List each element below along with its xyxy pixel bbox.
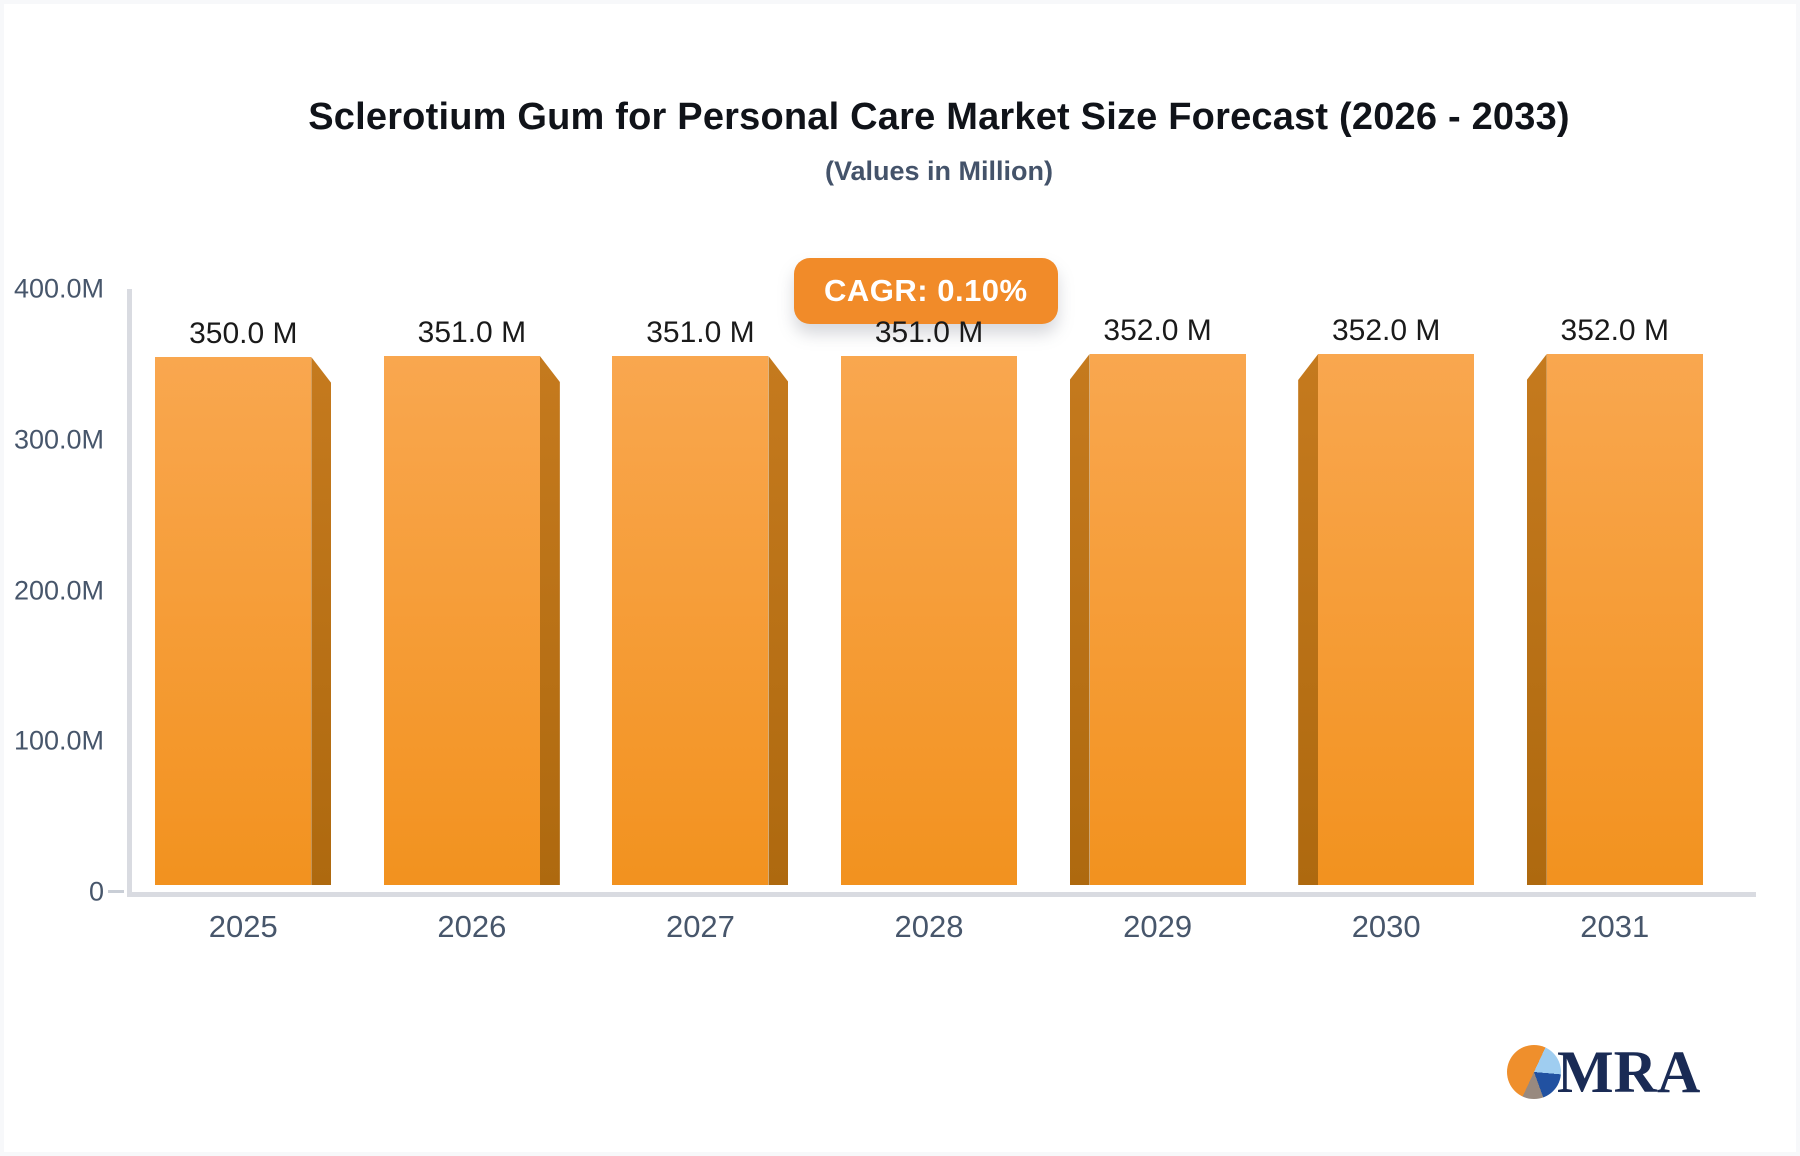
y-tick-label: 300.0M xyxy=(13,424,104,455)
x-tick-label: 2028 xyxy=(894,909,964,944)
chart-title: Sclerotium Gum for Personal Care Market … xyxy=(308,96,1570,138)
bar-slot: 351.0 M xyxy=(815,316,1044,885)
bar-front-face xyxy=(1318,354,1475,885)
bar-slot: 352.0 M xyxy=(1043,314,1272,885)
y-axis-labels: 400.0M 300.0M 200.0M 100.0M 0 xyxy=(4,274,104,907)
bar-2029 xyxy=(1069,354,1246,885)
bar-slot: 352.0 M xyxy=(1500,314,1729,885)
y-tick-label: 200.0M xyxy=(13,575,104,605)
bar-front-face xyxy=(612,356,769,885)
bar-front-face xyxy=(383,356,540,885)
bar-value-label: 351.0 M xyxy=(874,316,984,349)
bar-side-face xyxy=(1526,354,1547,885)
bar-side-face xyxy=(311,357,332,885)
mra-logo-text: MRA xyxy=(1557,1039,1701,1105)
y-tick-label: 0 xyxy=(88,876,104,907)
bar-2027 xyxy=(612,356,789,885)
mra-logo: MRA xyxy=(1507,1042,1700,1102)
bar-value-label: 352.0 M xyxy=(1331,314,1441,347)
bar-value-label: 351.0 M xyxy=(646,316,755,349)
bar-value-label: 351.0 M xyxy=(417,316,527,349)
bar-slot: 350.0 M xyxy=(129,317,358,885)
bar-2031 xyxy=(1526,354,1703,885)
bar-value-label: 352.0 M xyxy=(1560,314,1669,347)
bar-slot: 352.0 M xyxy=(1272,314,1501,885)
bar-2028 xyxy=(841,356,1018,885)
bar-slot: 351.0 M xyxy=(586,316,815,885)
x-tick-label: 2026 xyxy=(437,909,507,944)
bar-2025 xyxy=(155,357,332,885)
bar-side-face xyxy=(1069,354,1090,885)
x-tick-label: 2025 xyxy=(208,909,278,944)
bar-value-label: 352.0 M xyxy=(1103,314,1212,347)
x-axis-labels: 2025 2026 2027 2028 2029 2030 2031 xyxy=(129,909,1729,945)
bar-side-face xyxy=(768,356,789,885)
y-axis-line xyxy=(127,289,132,895)
zero-tick-mark xyxy=(108,890,124,893)
bar-front-face xyxy=(1546,354,1703,885)
x-tick-label: 2029 xyxy=(1123,909,1193,944)
bar-2026 xyxy=(383,356,560,885)
bars-row: 350.0 M 351.0 M 351.0 M 351.0 M 352.0 M 352.0… xyxy=(129,314,1729,885)
bar-value-label: 350.0 M xyxy=(189,317,298,350)
chart-header: Sclerotium Gum for Personal Care Market … xyxy=(124,96,1754,187)
bar-front-face xyxy=(155,357,312,885)
x-axis-line xyxy=(127,892,1756,897)
x-tick-label: 2031 xyxy=(1580,909,1650,944)
y-tick-label: 100.0M xyxy=(13,725,104,756)
bar-slot: 351.0 M xyxy=(358,316,587,885)
cagr-badge: CAGR: 0.10% xyxy=(794,258,1058,324)
bar-2030 xyxy=(1298,354,1475,885)
bar-front-face xyxy=(1089,354,1246,885)
y-tick-label: 400.0M xyxy=(13,273,104,304)
bar-side-face xyxy=(539,356,560,885)
x-tick-label: 2027 xyxy=(665,909,735,944)
bar-side-face xyxy=(1298,354,1319,885)
pie-chart-icon xyxy=(1507,1045,1561,1099)
bar-front-face xyxy=(841,356,1018,885)
chart-subtitle: (Values in Million) xyxy=(824,156,1054,186)
x-tick-label: 2030 xyxy=(1351,909,1421,944)
